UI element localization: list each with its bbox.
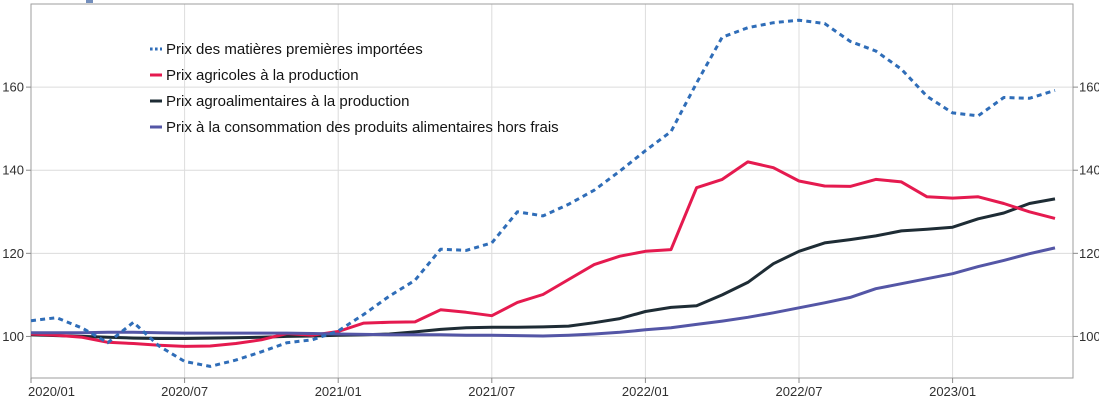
plot-border: [30, 3, 1074, 379]
series-line-consommation-alimentaires-hors-frais: [31, 246, 1056, 338]
clipped-title-fragment: [86, 0, 93, 3]
legend-label-agricoles-production: Prix agricoles à la production: [166, 67, 359, 84]
series-line-matieres-premieres-importees: [30, 18, 1056, 368]
y-tick-label-right: 140: [1079, 163, 1099, 178]
legend-label-matieres-premieres-importees: Prix des matières premières importées: [166, 41, 423, 58]
legend-label-consommation-alimentaires-hors-frais: Prix à la consommation des produits alim…: [166, 119, 559, 136]
series-line-agroalimentaires-production: [30, 197, 1056, 340]
x-tick-label: 2021/07: [468, 384, 515, 399]
legend-label-agroalimentaires-production: Prix agroalimentaires à la production: [166, 93, 409, 110]
y-tick-label-right: 120: [1079, 246, 1099, 261]
y-tick-label-right: 160: [1079, 80, 1099, 95]
y-tick-label-right: 100: [1079, 329, 1099, 344]
series-line-agricoles-production: [30, 160, 1056, 348]
x-tick-label: 2022/01: [622, 384, 669, 399]
y-tick-label-left: 140: [2, 163, 24, 178]
y-tick-label-left: 160: [2, 80, 24, 95]
x-tick-label: 2020/07: [161, 384, 208, 399]
y-tick-label-left: 120: [2, 246, 24, 261]
x-tick-label: 2021/01: [315, 384, 362, 399]
y-tick-label-left: 100: [2, 329, 24, 344]
x-tick-label: 2023/01: [929, 384, 976, 399]
x-tick-label: 2022/07: [776, 384, 823, 399]
x-tick-label: 2020/01: [28, 384, 75, 399]
